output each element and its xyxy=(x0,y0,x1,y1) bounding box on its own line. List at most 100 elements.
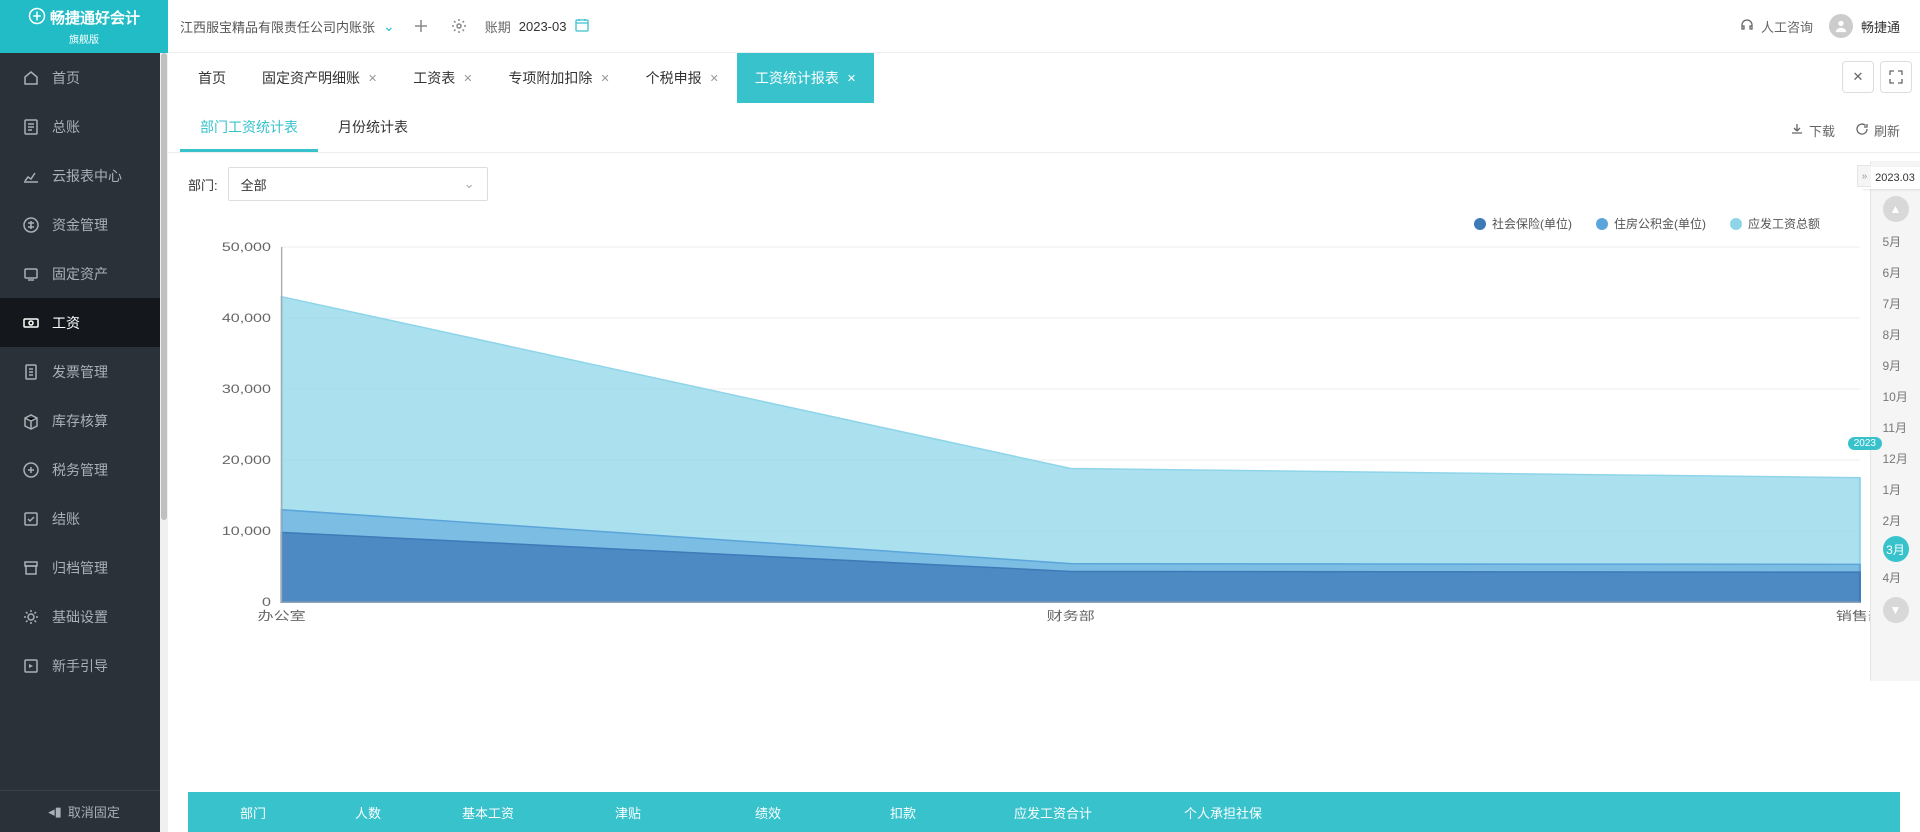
ledger-icon xyxy=(22,118,40,136)
download-icon xyxy=(1790,122,1804,139)
close-icon[interactable]: ✕ xyxy=(463,72,472,85)
settings-icon xyxy=(22,608,40,626)
fullscreen-button[interactable] xyxy=(1880,61,1912,93)
sidebar-item-label: 工资 xyxy=(52,313,80,333)
legend-item[interactable]: 社会保险(单位) xyxy=(1474,215,1572,232)
add-button[interactable] xyxy=(409,14,433,38)
sidebar-item-invoice[interactable]: 发票管理 xyxy=(0,347,168,396)
company-selector[interactable]: 江西服宝精品有限责任公司内账张 ⌄ xyxy=(180,17,395,36)
content: 部门工资统计表月份统计表 下载 刷新 xyxy=(168,103,1920,832)
logo-text: 畅捷通好会计 xyxy=(50,7,140,28)
close-icon[interactable]: ✕ xyxy=(368,72,377,85)
rail-month[interactable]: 7月 xyxy=(1883,288,1909,319)
svg-text:50,000: 50,000 xyxy=(222,242,271,254)
sidebar-item-label: 首页 xyxy=(52,68,80,88)
sidebar-item-tax[interactable]: 税务管理 xyxy=(0,445,168,494)
table-column-header: 人数 xyxy=(318,803,418,822)
close-icon[interactable]: ✕ xyxy=(710,72,719,85)
salary-icon xyxy=(22,314,40,332)
close-all-tabs-button[interactable]: ✕ xyxy=(1842,61,1874,93)
report-icon xyxy=(22,167,40,185)
sidebar-item-asset[interactable]: 固定资产 xyxy=(0,249,168,298)
close-icon[interactable]: ✕ xyxy=(600,72,609,85)
logo: 畅捷通好会计 旗舰版 xyxy=(0,0,168,53)
rail-month[interactable]: 10月 xyxy=(1883,381,1909,412)
support-label: 人工咨询 xyxy=(1761,17,1813,36)
user-name: 畅捷通 xyxy=(1861,17,1900,36)
rail-collapse-handle[interactable]: » xyxy=(1857,165,1871,187)
svg-text:20,000: 20,000 xyxy=(222,454,271,468)
sidebar-item-home[interactable]: 首页 xyxy=(0,53,168,102)
headset-icon xyxy=(1739,17,1755,36)
legend-label: 社会保险(单位) xyxy=(1492,215,1572,232)
top-header: 畅捷通好会计 旗舰版 江西服宝精品有限责任公司内账张 ⌄ 账期 2023-03 … xyxy=(0,0,1920,53)
tab-0[interactable]: 首页 xyxy=(180,53,244,103)
tab-3[interactable]: 专项附加扣除✕ xyxy=(490,53,627,103)
main-area: 首页固定资产明细账✕工资表✕专项附加扣除✕个税申报✕工资统计报表✕ ✕ 部门工资… xyxy=(168,53,1920,832)
svg-text:财务部: 财务部 xyxy=(1047,610,1095,624)
svg-text:办公室: 办公室 xyxy=(258,609,306,623)
sidebar-item-label: 新手引导 xyxy=(52,656,108,676)
sidebar-item-archive[interactable]: 归档管理 xyxy=(0,543,168,592)
refresh-label: 刷新 xyxy=(1874,121,1900,140)
period-label: 账期 xyxy=(485,17,511,36)
rail-month[interactable]: 9月 xyxy=(1883,350,1909,381)
period-picker[interactable]: 账期 2023-03 xyxy=(485,17,591,36)
settings-icon[interactable] xyxy=(447,14,471,38)
support-button[interactable]: 人工咨询 xyxy=(1739,17,1813,36)
salary-chart: 010,00020,00030,00040,00050,000办公室财务部销售部 xyxy=(188,242,1900,637)
rail-month[interactable]: 3月 xyxy=(1883,536,1909,562)
chart-container: 社会保险(单位)住房公积金(单位)应发工资总额 010,00020,00030,… xyxy=(168,215,1920,637)
filter-row: 部门: 全部 ⌄ xyxy=(168,153,1920,215)
sidebar-item-settings[interactable]: 基础设置 xyxy=(0,592,168,641)
sidebar-scrollbar[interactable] xyxy=(160,53,168,832)
table-column-header: 扣款 xyxy=(838,803,968,822)
download-label: 下载 xyxy=(1809,121,1835,140)
sidebar-item-guide[interactable]: 新手引导 xyxy=(0,641,168,690)
sidebar-item-close[interactable]: 结账 xyxy=(0,494,168,543)
legend-item[interactable]: 住房公积金(单位) xyxy=(1596,215,1706,232)
sidebar-item-report[interactable]: 云报表中心 xyxy=(0,151,168,200)
rail-month[interactable]: 2月 xyxy=(1883,505,1909,536)
company-name: 江西服宝精品有限责任公司内账张 xyxy=(180,17,375,36)
rail-month[interactable]: 11月 xyxy=(1883,412,1909,443)
tab-2[interactable]: 工资表✕ xyxy=(395,53,490,103)
legend-dot xyxy=(1474,218,1486,230)
rail-month[interactable]: 12月 xyxy=(1883,443,1909,474)
rail-current-period: 2023.03 xyxy=(1863,167,1920,189)
sidebar-item-ledger[interactable]: 总账 xyxy=(0,102,168,151)
rail-month[interactable]: 8月 xyxy=(1883,319,1909,350)
sidebar-item-label: 固定资产 xyxy=(52,264,108,284)
sidebar-item-stock[interactable]: 库存核算 xyxy=(0,396,168,445)
user-menu[interactable]: 畅捷通 xyxy=(1829,14,1900,38)
dept-select[interactable]: 全部 ⌄ xyxy=(228,167,488,201)
table-column-header: 基本工资 xyxy=(418,803,558,822)
rail-down-button[interactable]: ▼ xyxy=(1883,597,1909,623)
rail-month[interactable]: 5月 xyxy=(1883,226,1909,257)
refresh-button[interactable]: 刷新 xyxy=(1855,121,1900,140)
sub-tab-0[interactable]: 部门工资统计表 xyxy=(180,105,318,152)
close-icon[interactable]: ✕ xyxy=(847,72,856,85)
sidebar-item-salary[interactable]: 工资 xyxy=(0,298,168,347)
refresh-icon xyxy=(1855,122,1869,139)
table-header: 部门人数基本工资津贴绩效扣款应发工资合计个人承担社保 xyxy=(188,792,1900,832)
tab-5[interactable]: 工资统计报表✕ xyxy=(737,53,874,103)
rail-up-button[interactable]: ▲ xyxy=(1883,196,1909,222)
rail-month[interactable]: 4月 xyxy=(1883,562,1909,593)
sidebar-unpin[interactable]: ◂▮ 取消固定 xyxy=(0,790,168,832)
svg-text:40,000: 40,000 xyxy=(222,312,271,326)
rail-month[interactable]: 1月 xyxy=(1883,474,1909,505)
chevron-down-icon: ⌄ xyxy=(383,18,395,35)
legend-item[interactable]: 应发工资总额 xyxy=(1730,215,1820,232)
rail-month[interactable]: 6月 xyxy=(1883,257,1909,288)
sidebar-item-label: 基础设置 xyxy=(52,607,108,627)
tab-1[interactable]: 固定资产明细账✕ xyxy=(244,53,395,103)
download-button[interactable]: 下载 xyxy=(1790,121,1835,140)
sub-tab-1[interactable]: 月份统计表 xyxy=(318,105,428,152)
sidebar-item-label: 资金管理 xyxy=(52,215,108,235)
sidebar-item-fund[interactable]: 资金管理 xyxy=(0,200,168,249)
sub-tabs: 部门工资统计表月份统计表 下载 刷新 xyxy=(168,103,1920,153)
table-column-header: 津贴 xyxy=(558,803,698,822)
legend-dot xyxy=(1730,218,1742,230)
tab-4[interactable]: 个税申报✕ xyxy=(628,53,737,103)
